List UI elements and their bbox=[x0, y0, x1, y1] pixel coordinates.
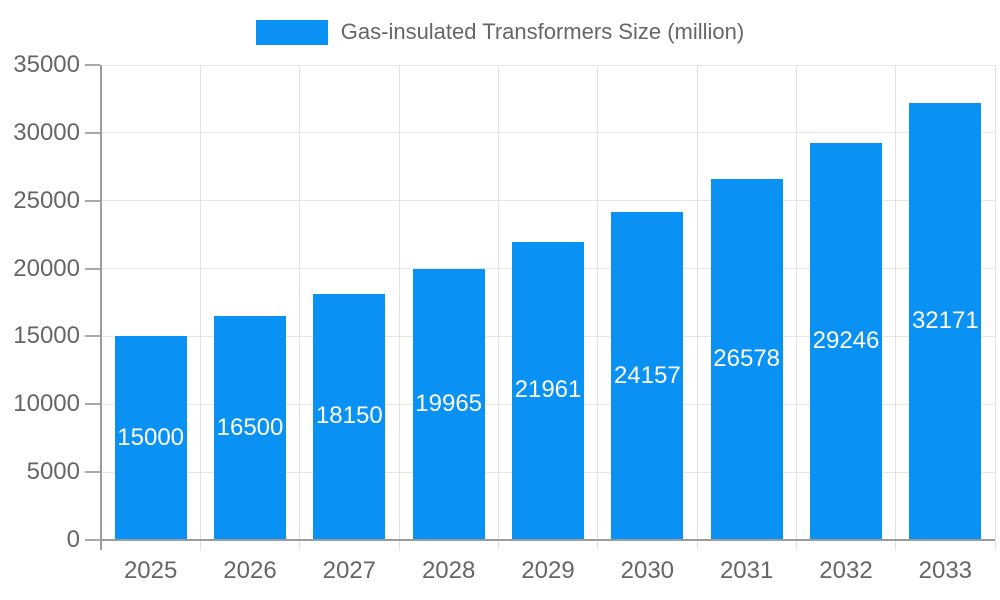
y-tick bbox=[85, 131, 100, 134]
bar-value-label: 16500 bbox=[216, 413, 284, 441]
bar[interactable]: 15000 bbox=[114, 336, 187, 539]
x-tick-label: 2029 bbox=[521, 557, 575, 584]
y-tick bbox=[85, 539, 100, 541]
bar-value-label: 15000 bbox=[117, 423, 185, 451]
legend[interactable]: Gas-insulated Transformers Size (million… bbox=[0, 14, 1000, 50]
x-tick-label: 2032 bbox=[819, 557, 873, 584]
bar-value-label: 26578 bbox=[713, 345, 781, 373]
bar[interactable]: 26578 bbox=[710, 179, 783, 539]
gridline-v bbox=[994, 65, 996, 550]
bar-value-label: 29246 bbox=[812, 327, 880, 355]
legend-swatch bbox=[255, 19, 328, 45]
bar[interactable]: 32171 bbox=[909, 103, 982, 539]
bar-value-label: 21961 bbox=[514, 376, 582, 404]
gridline-v bbox=[199, 65, 201, 550]
y-tick bbox=[85, 64, 100, 66]
gridline-v bbox=[696, 65, 698, 550]
bar[interactable]: 18150 bbox=[313, 293, 386, 539]
bar[interactable]: 29246 bbox=[810, 143, 882, 539]
gridline-v bbox=[895, 65, 897, 550]
y-tick-label: 0 bbox=[66, 526, 80, 553]
y-tick bbox=[85, 267, 100, 270]
y-tick bbox=[85, 199, 100, 202]
gridline-v bbox=[795, 65, 797, 550]
gridline-v bbox=[299, 65, 301, 550]
y-tick-label: 5000 bbox=[26, 458, 80, 486]
y-tick bbox=[85, 335, 100, 338]
x-tick-label: 2025 bbox=[123, 557, 178, 584]
gridline-v bbox=[497, 65, 499, 550]
x-tick-label: 2030 bbox=[620, 557, 675, 584]
y-tick-label: 15000 bbox=[13, 322, 80, 350]
y-tick-label: 35000 bbox=[13, 51, 80, 78]
gridline-h bbox=[101, 132, 995, 134]
legend-label: Gas-insulated Transformers Size (million… bbox=[340, 19, 745, 44]
x-tick-label: 2028 bbox=[421, 557, 476, 584]
bar[interactable]: 21961 bbox=[512, 241, 584, 539]
gridline-v bbox=[398, 65, 400, 550]
bar-value-label: 18150 bbox=[315, 402, 383, 430]
bar[interactable]: 16500 bbox=[214, 316, 286, 539]
x-tick-label: 2027 bbox=[322, 557, 377, 584]
bar[interactable]: 19965 bbox=[412, 269, 485, 539]
x-tick-label: 2033 bbox=[918, 557, 973, 584]
y-axis-line bbox=[100, 65, 102, 550]
bar-value-label: 19965 bbox=[415, 390, 483, 418]
x-axis-line bbox=[101, 539, 995, 541]
y-tick-label: 30000 bbox=[13, 118, 80, 146]
y-tick-label: 10000 bbox=[13, 390, 80, 418]
y-tick bbox=[85, 403, 100, 406]
bar-value-label: 32171 bbox=[911, 307, 979, 335]
x-tick-label: 2031 bbox=[719, 557, 774, 584]
gridline-h bbox=[101, 200, 995, 202]
x-tick-label: 2026 bbox=[223, 557, 277, 584]
gridline-v bbox=[597, 65, 599, 550]
plot-area: 0 5000 10000 15000 20000 25000 30000 35000 15000… bbox=[13, 51, 996, 584]
y-tick-label: 20000 bbox=[13, 254, 80, 282]
gridline-h bbox=[101, 64, 995, 66]
bar-value-label: 24157 bbox=[613, 361, 681, 389]
y-tick-label: 25000 bbox=[13, 186, 80, 214]
y-tick bbox=[85, 471, 100, 474]
bar[interactable]: 24157 bbox=[611, 212, 684, 539]
